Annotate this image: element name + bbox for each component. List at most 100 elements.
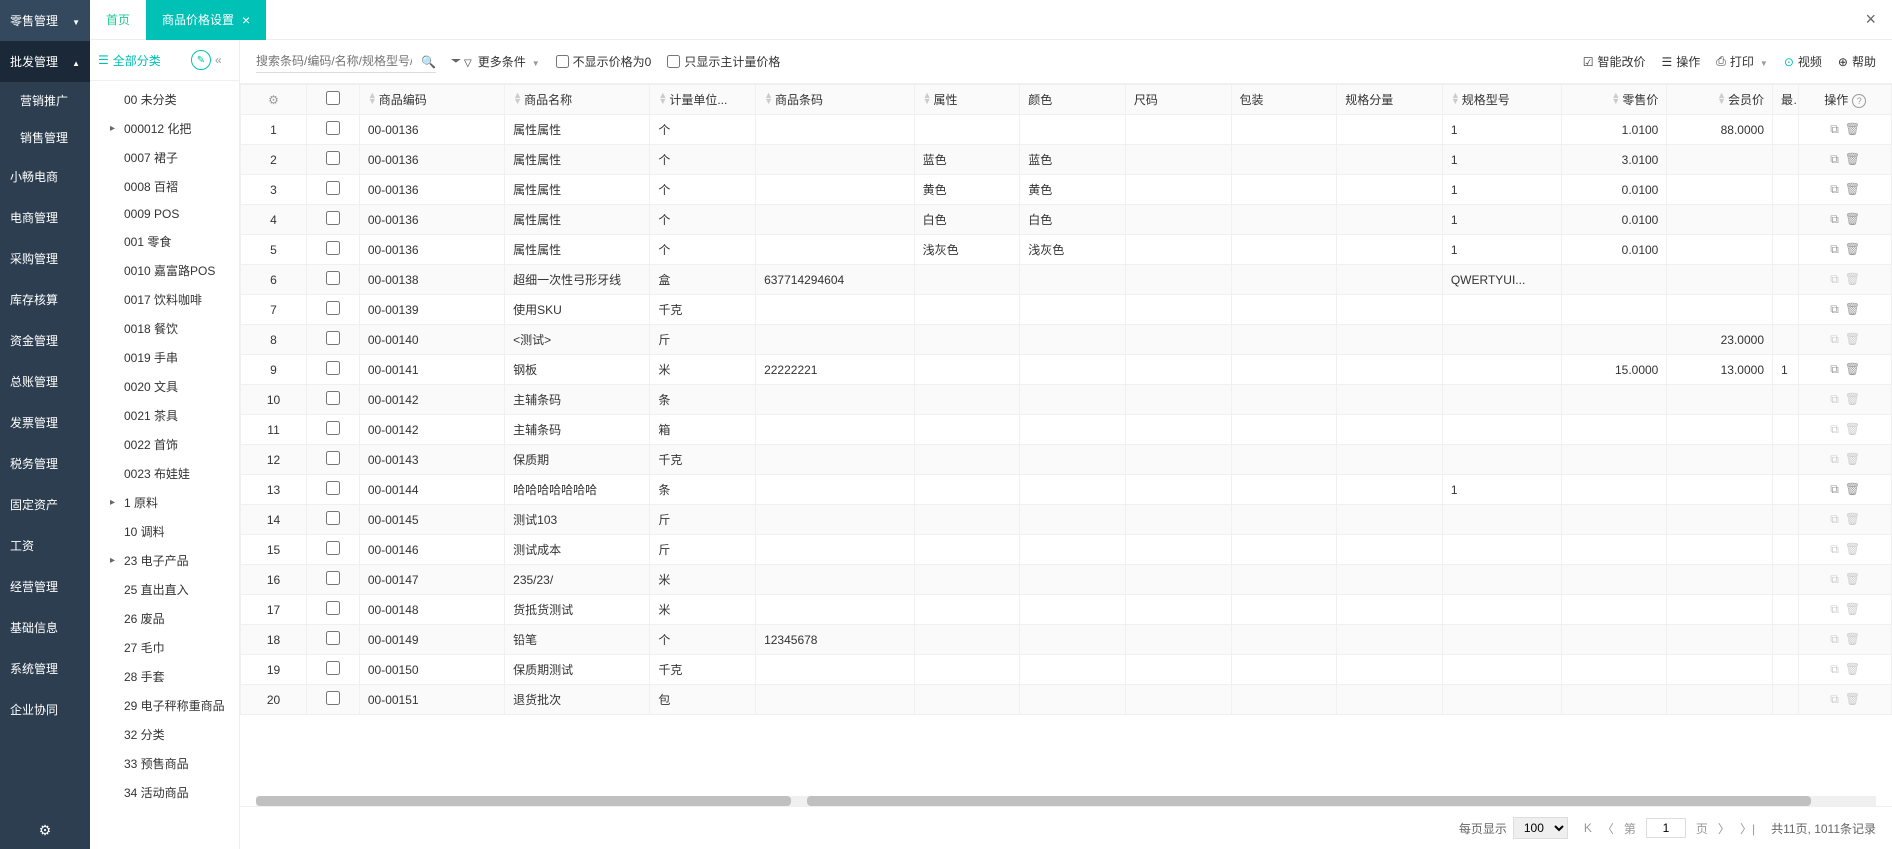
row-checkbox[interactable] — [326, 661, 340, 675]
sidebar-subitem[interactable]: 营销推广 — [0, 82, 90, 119]
tree-node[interactable]: 0009 POS — [90, 201, 239, 227]
delete-icon[interactable]: 🗑 — [1845, 572, 1860, 587]
table-row[interactable]: 1300-00144哈哈哈哈哈哈哈条1⧉🗑 — [241, 475, 1892, 505]
copy-icon[interactable]: ⧉ — [1830, 362, 1839, 377]
table-row[interactable]: 500-00136属性属性个浅灰色浅灰色10.0100⧉🗑 — [241, 235, 1892, 265]
tree-collapse-icon[interactable]: « — [215, 53, 231, 67]
row-checkbox[interactable] — [326, 211, 340, 225]
col-spec[interactable]: 规格型号 — [1442, 85, 1561, 115]
video-button[interactable]: ⊙视频 — [1784, 53, 1822, 70]
tree-node[interactable]: 0018 餐饮 — [90, 314, 239, 343]
table-row[interactable]: 1200-00143保质期千克⧉🗑 — [241, 445, 1892, 475]
tree-edit-button[interactable]: ✎ — [191, 50, 211, 70]
delete-icon[interactable]: 🗑 — [1845, 182, 1860, 197]
table-row[interactable]: 1500-00146测试成本斤⧉🗑 — [241, 535, 1892, 565]
col-extra[interactable]: 最 — [1773, 85, 1799, 115]
prev-page-button[interactable]: 〈 — [1602, 820, 1614, 837]
copy-icon[interactable]: ⧉ — [1830, 572, 1839, 587]
sidebar-item[interactable]: 资金管理 — [0, 320, 90, 361]
delete-icon[interactable]: 🗑 — [1845, 692, 1860, 707]
select-all-checkbox[interactable] — [307, 85, 360, 115]
tree-node[interactable]: 0019 手串 — [90, 343, 239, 372]
delete-icon[interactable]: 🗑 — [1845, 632, 1860, 647]
row-checkbox[interactable] — [326, 331, 340, 345]
copy-icon[interactable]: ⧉ — [1830, 122, 1839, 137]
sidebar-item[interactable]: 企业协同 — [0, 689, 90, 730]
sidebar-subitem[interactable]: 销售管理 — [0, 119, 90, 156]
table-row[interactable]: 700-00139使用SKU千克⧉🗑 — [241, 295, 1892, 325]
row-checkbox[interactable] — [326, 301, 340, 315]
print-button[interactable]: ⎙打印 — [1716, 53, 1768, 70]
copy-icon[interactable]: ⧉ — [1830, 242, 1839, 257]
sidebar-item[interactable]: 电商管理 — [0, 197, 90, 238]
first-page-button[interactable]: K — [1584, 821, 1592, 835]
col-unit[interactable]: 计量单位... — [650, 85, 756, 115]
delete-icon[interactable]: 🗑 — [1845, 512, 1860, 527]
col-barcode[interactable]: 商品条码 — [756, 85, 914, 115]
smart-edit-button[interactable]: ☑智能改价 — [1583, 53, 1646, 70]
row-checkbox[interactable] — [326, 541, 340, 555]
copy-icon[interactable]: ⧉ — [1830, 512, 1839, 527]
col-size[interactable]: 尺码 — [1125, 85, 1231, 115]
tree-node[interactable]: 001 零食 — [90, 227, 239, 256]
delete-icon[interactable]: 🗑 — [1845, 242, 1860, 257]
copy-icon[interactable]: ⧉ — [1830, 422, 1839, 437]
copy-icon[interactable]: ⧉ — [1830, 602, 1839, 617]
col-pack[interactable]: 包装 — [1231, 85, 1337, 115]
delete-icon[interactable]: 🗑 — [1845, 542, 1860, 557]
operate-button[interactable]: ☰操作 — [1662, 53, 1701, 70]
horizontal-scrollbar[interactable] — [256, 796, 1876, 806]
delete-icon[interactable]: 🗑 — [1845, 422, 1860, 437]
help-icon[interactable] — [1848, 93, 1866, 107]
table-row[interactable]: 900-00141钢板米2222222115.000013.00001⧉🗑 — [241, 355, 1892, 385]
sidebar-item[interactable]: 经营管理 — [0, 566, 90, 607]
delete-icon[interactable]: 🗑 — [1845, 662, 1860, 677]
copy-icon[interactable]: ⧉ — [1830, 152, 1839, 167]
next-page-button[interactable]: 〉 — [1718, 820, 1730, 837]
page-size-select[interactable]: 100 — [1513, 817, 1568, 839]
table-row[interactable]: 1900-00150保质期测试千克⧉🗑 — [241, 655, 1892, 685]
search-icon[interactable]: 🔍 — [421, 55, 436, 69]
help-button[interactable]: ⊕帮助 — [1838, 53, 1876, 70]
col-product-name[interactable]: 商品名称 — [505, 85, 650, 115]
sidebar-settings[interactable] — [0, 812, 90, 849]
tree-node[interactable]: 0010 嘉富路POS — [90, 256, 239, 285]
row-checkbox[interactable] — [326, 361, 340, 375]
copy-icon[interactable]: ⧉ — [1830, 302, 1839, 317]
delete-icon[interactable]: 🗑 — [1845, 392, 1860, 407]
table-row[interactable]: 800-00140<测试>斤23.0000⧉🗑 — [241, 325, 1892, 355]
delete-icon[interactable]: 🗑 — [1845, 122, 1860, 137]
sidebar-item[interactable]: 零售管理 — [0, 0, 90, 41]
tree-node[interactable]: ▸1 原料 — [90, 488, 239, 517]
table-row[interactable]: 2000-00151退货批次包⧉🗑 — [241, 685, 1892, 715]
table-row[interactable]: 1000-00142主辅条码条⧉🗑 — [241, 385, 1892, 415]
copy-icon[interactable]: ⧉ — [1830, 452, 1839, 467]
row-checkbox[interactable] — [326, 691, 340, 705]
only-main-unit-checkbox[interactable]: 只显示主计量价格 — [667, 53, 780, 70]
delete-icon[interactable]: 🗑 — [1845, 302, 1860, 317]
sidebar-item[interactable]: 基础信息 — [0, 607, 90, 648]
copy-icon[interactable]: ⧉ — [1830, 332, 1839, 347]
copy-icon[interactable]: ⧉ — [1830, 212, 1839, 227]
sidebar-item[interactable]: 采购管理 — [0, 238, 90, 279]
table-row[interactable]: 100-00136属性属性个11.010088.0000⧉🗑 — [241, 115, 1892, 145]
tree-node[interactable]: 0007 裙子 — [90, 143, 239, 172]
col-spec-amount[interactable]: 规格分量 — [1337, 85, 1443, 115]
table-row[interactable]: 1700-00148货抵货测试米⧉🗑 — [241, 595, 1892, 625]
tree-node[interactable]: 28 手套 — [90, 662, 239, 691]
tree-node[interactable]: 0023 布娃娃 — [90, 459, 239, 488]
table-row[interactable]: 400-00136属性属性个白色白色10.0100⧉🗑 — [241, 205, 1892, 235]
sidebar-item[interactable]: 批发管理 — [0, 41, 90, 82]
col-member-price[interactable]: 会员价 — [1667, 85, 1773, 115]
tab-home[interactable]: 首页 — [90, 0, 146, 40]
row-checkbox[interactable] — [326, 271, 340, 285]
sidebar-item[interactable]: 库存核算 — [0, 279, 90, 320]
sidebar-item[interactable]: 税务管理 — [0, 443, 90, 484]
row-checkbox[interactable] — [326, 601, 340, 615]
row-checkbox[interactable] — [326, 241, 340, 255]
delete-icon[interactable]: 🗑 — [1845, 212, 1860, 227]
delete-icon[interactable]: 🗑 — [1845, 272, 1860, 287]
page-input[interactable] — [1646, 818, 1686, 838]
delete-icon[interactable]: 🗑 — [1845, 452, 1860, 467]
delete-icon[interactable]: 🗑 — [1845, 332, 1860, 347]
